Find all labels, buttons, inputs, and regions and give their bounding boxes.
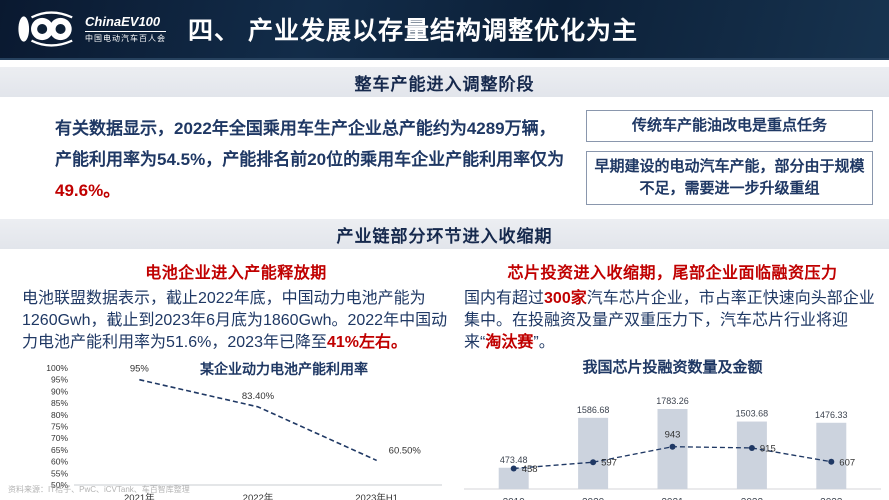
logo-subtitle: 中国电动汽车百人会 — [85, 33, 166, 43]
logo-mark-icon — [18, 11, 73, 47]
svg-text:2023年H1: 2023年H1 — [355, 492, 398, 500]
vehicle-paragraph: 有关数据显示，2022年全国乘用车生产企业总产能约为4289万辆，产能利用率为5… — [55, 119, 565, 200]
svg-text:2021年: 2021年 — [124, 492, 155, 500]
chip-chart-title: 我国芯片投融资数量及金额 — [582, 359, 763, 376]
battery-utilization-chart: 50% 55% 60% 65% 70% 75% 80% 85% 90% 95% 100% 2021年 2… — [22, 358, 450, 500]
svg-text:70%: 70% — [51, 433, 68, 443]
svg-text:60.50%: 60.50% — [389, 445, 422, 456]
svg-text:2020: 2020 — [582, 497, 605, 500]
svg-text:90%: 90% — [51, 386, 68, 396]
battery-title: 电池企业进入产能释放期 — [145, 265, 327, 282]
page-title: 四、 产业发展以存量结构调整优化为主 — [188, 17, 638, 45]
svg-text:1783.26: 1783.26 — [656, 396, 689, 406]
svg-text:2023: 2023 — [820, 497, 843, 500]
svg-text:60%: 60% — [51, 457, 68, 467]
svg-text:597: 597 — [601, 458, 617, 469]
chip-title: 芯片投资进入收缩期，尾部企业面临融资压力 — [507, 265, 838, 282]
svg-text:95%: 95% — [51, 375, 68, 385]
svg-text:2022年: 2022年 — [243, 492, 274, 500]
svg-text:607: 607 — [839, 457, 855, 468]
callout-box-oil-to-electric: 传统车产能油改电是重点任务 — [586, 110, 873, 142]
svg-text:某企业动力电池产能利用率: 某企业动力电池产能利用率 — [200, 361, 368, 377]
svg-text:473.48: 473.48 — [500, 455, 528, 465]
svg-text:95%: 95% — [130, 364, 150, 375]
svg-text:915: 915 — [760, 443, 776, 454]
svg-text:458: 458 — [522, 464, 538, 475]
battery-column: 电池企业进入产能释放期 电池联盟数据表示，截止2022年底，中国动力电池产能为1… — [22, 257, 450, 500]
svg-text:1586.68: 1586.68 — [577, 405, 610, 415]
section-bar-chain: 产业链部分环节进入收缩期 — [0, 219, 889, 249]
section-bar-vehicle: 整车产能进入调整阶段 — [0, 67, 889, 97]
svg-text:75%: 75% — [51, 422, 68, 432]
chain-section: 电池企业进入产能释放期 电池联盟数据表示，截止2022年底，中国动力电池产能为1… — [0, 249, 889, 500]
header-bar: ChinaEV100 中国电动汽车百人会 四、 产业发展以存量结构调整优化为主 — [0, 0, 889, 60]
chip-column: 芯片投资进入收缩期，尾部企业面临融资压力 国内有超过300家汽车芯片企业，市占率… — [464, 257, 881, 500]
svg-text:100%: 100% — [46, 363, 68, 373]
svg-text:80%: 80% — [51, 410, 68, 420]
vehicle-section: 有关数据显示，2022年全国乘用车生产企业总产能约为4289万辆，产能利用率为5… — [0, 97, 889, 212]
logo-brand: ChinaEV100 — [85, 14, 166, 32]
svg-text:1476.33: 1476.33 — [815, 410, 848, 420]
section-bar-vehicle-label: 整车产能进入调整阶段 — [354, 74, 535, 94]
svg-text:2022: 2022 — [741, 497, 764, 500]
section-bar-chain-label: 产业链部分环节进入收缩期 — [336, 226, 553, 246]
svg-text:2019: 2019 — [503, 497, 526, 500]
svg-text:83.40%: 83.40% — [242, 391, 275, 402]
svg-text:65%: 65% — [51, 445, 68, 455]
svg-text:85%: 85% — [51, 398, 68, 408]
chip-investment-chart: 473.48 1586.68 1783.26 1503.68 1476.33 458 597… — [464, 381, 881, 500]
battery-paragraph: 电池联盟数据表示，截止2022年底，中国动力电池产能为1260Gwh，截止到20… — [22, 290, 448, 351]
svg-text:50%: 50% — [51, 480, 68, 490]
footer-source: 资料来源：IT桔子、PwC、iCVTank、车百智库整理 — [8, 485, 190, 494]
svg-text:2021: 2021 — [661, 497, 684, 500]
callout-box-upgrade: 早期建设的电动汽车产能，部分由于规模不足，需要进一步升级重组 — [586, 151, 873, 205]
chip-paragraph: 国内有超过300家汽车芯片企业，市占率正快速向头部企业集中。在投融资及量产双重压… — [464, 290, 875, 351]
svg-text:55%: 55% — [51, 468, 68, 478]
svg-text:943: 943 — [665, 430, 681, 441]
svg-text:1503.68: 1503.68 — [736, 409, 769, 419]
callout-boxes: 传统车产能油改电是重点任务 早期建设的电动汽车产能，部分由于规模不足，需要进一步… — [586, 110, 873, 206]
chinaev100-logo: ChinaEV100 中国电动汽车百人会 — [16, 10, 166, 48]
